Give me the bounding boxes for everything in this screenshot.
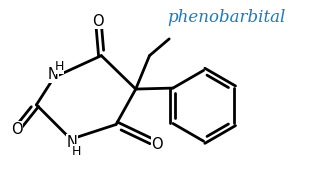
Text: O: O [11,122,22,137]
Text: H: H [54,60,64,73]
Text: phenobarbital: phenobarbital [167,9,286,26]
Text: O: O [152,137,163,152]
Text: O: O [93,14,104,29]
Text: N: N [48,67,58,82]
Text: H: H [72,145,82,158]
Text: N: N [66,135,77,150]
